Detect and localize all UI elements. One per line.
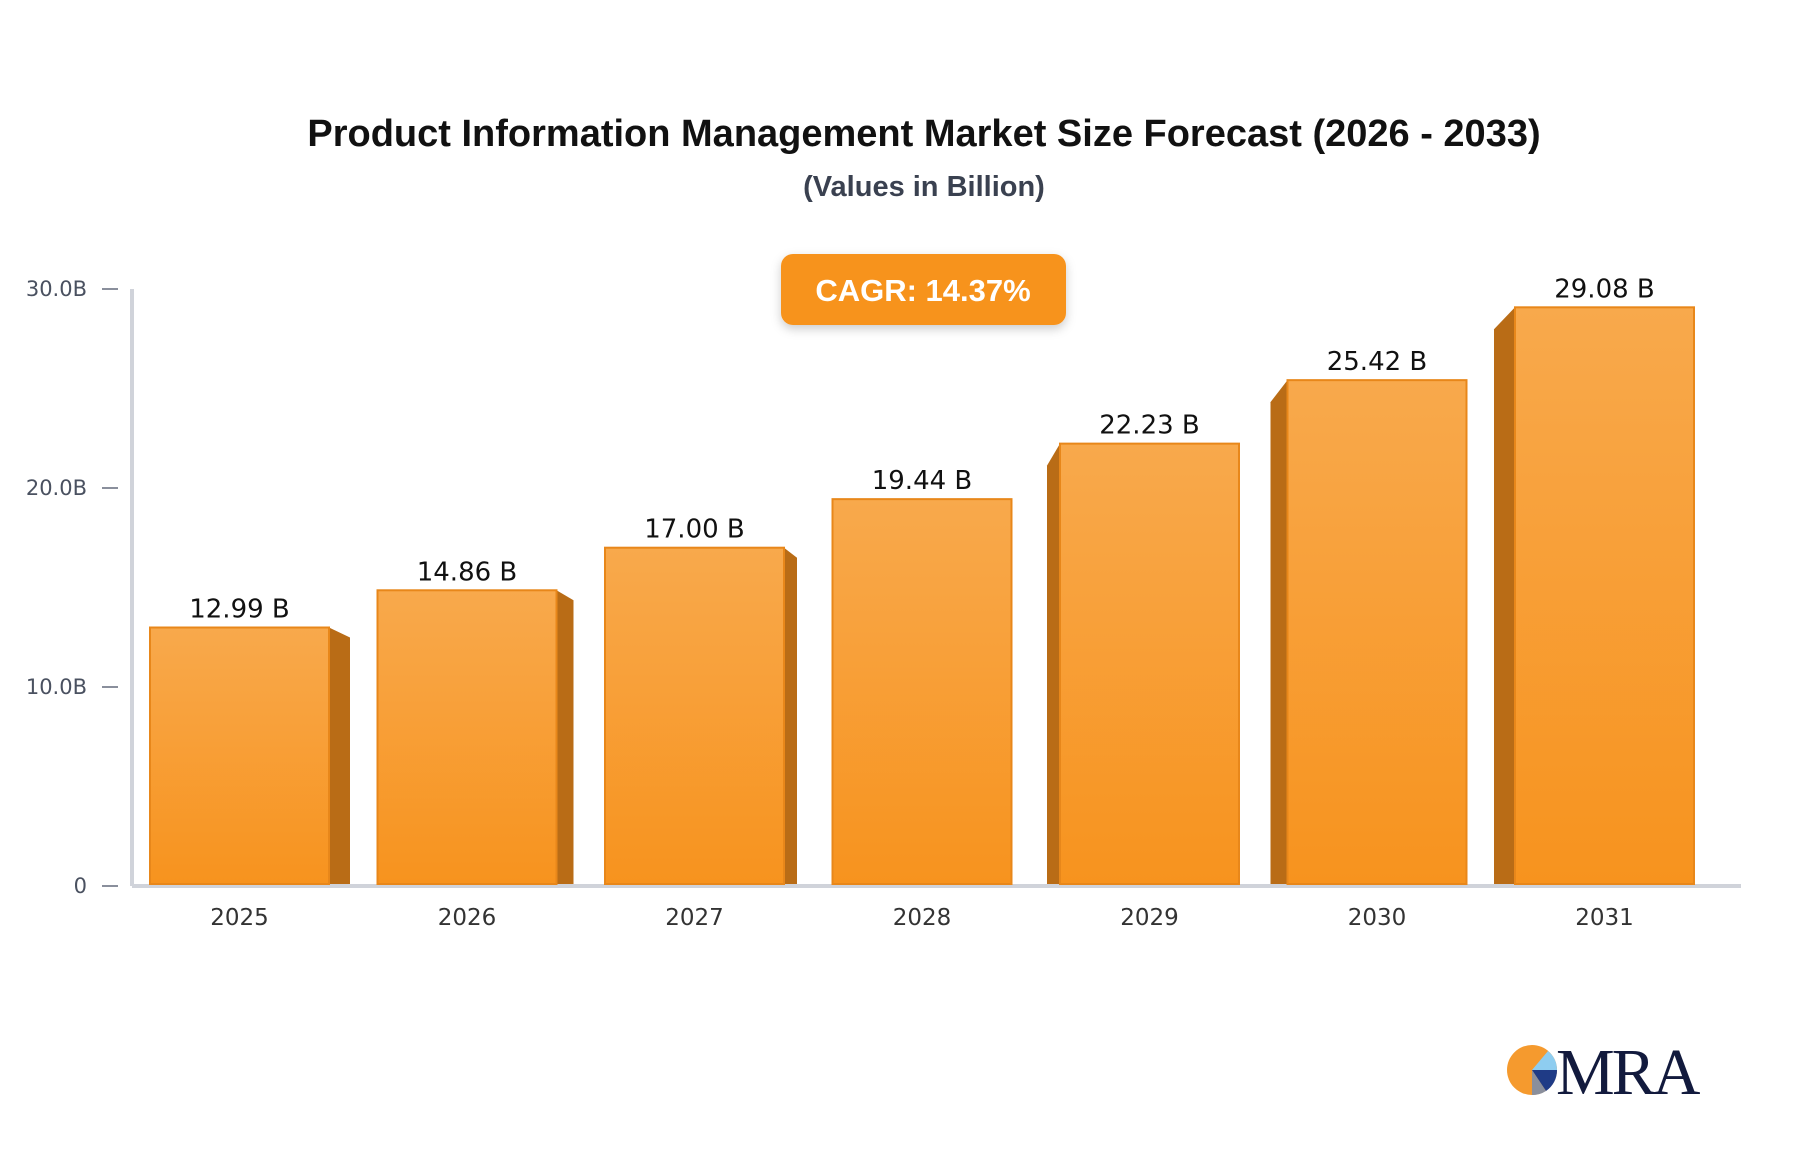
bar-side [556, 590, 574, 884]
bar-face [831, 498, 1013, 885]
cagr-text: CAGR: 14.37% [815, 273, 1030, 308]
bar-side [1270, 380, 1288, 884]
bar-side [1047, 443, 1060, 884]
bar-face [1286, 379, 1468, 885]
bar-side [329, 627, 350, 884]
bar-face [1059, 442, 1240, 885]
bar-2028: 19.44 B 2028 [831, 466, 1013, 931]
y-tick-label: 30.0B [26, 277, 87, 301]
bar-2030: 25.42 B 2030 [1270, 347, 1468, 931]
y-tick-label: 20.0B [26, 476, 87, 500]
data-label: 12.99 B [189, 594, 290, 624]
svg-text:MRA: MRA [1556, 1036, 1701, 1109]
bar-face [604, 546, 785, 885]
bar-side [1494, 307, 1515, 885]
y-tick-label: 10.0B [26, 675, 87, 699]
data-label: 22.23 B [1099, 411, 1200, 441]
bar-2029: 22.23 B 2029 [1047, 411, 1240, 931]
bar-2027: 17.00 B 2027 [604, 515, 797, 931]
bar-face [1514, 306, 1695, 886]
chart-subtitle: (Values in Billion) [803, 171, 1045, 203]
x-tick-label: 2029 [1120, 905, 1179, 931]
x-tick-label: 2027 [665, 905, 724, 931]
data-label: 25.42 B [1327, 347, 1428, 377]
mra-logo: MRA [1507, 1036, 1704, 1109]
y-tick-label: 0 [74, 874, 87, 898]
x-tick-label: 2028 [893, 905, 952, 931]
x-tick-label: 2031 [1575, 905, 1634, 931]
bar-2025: 12.99 B 2025 [149, 594, 350, 931]
bar-face [149, 626, 330, 886]
bar-2031: 29.08 B 2031 [1494, 274, 1695, 931]
data-label: 19.44 B [872, 466, 973, 496]
x-tick-label: 2025 [210, 905, 269, 931]
bar-side [784, 547, 797, 884]
data-label: 14.86 B [417, 557, 518, 587]
bar-2026: 14.86 B 2026 [376, 557, 574, 931]
cagr-badge: CAGR: 14.37% [781, 254, 1066, 325]
chart-title: Product Information Management Market Si… [307, 113, 1540, 155]
x-tick-label: 2026 [438, 905, 497, 931]
bar-face [376, 589, 558, 885]
x-tick-label: 2030 [1348, 905, 1407, 931]
data-label: 17.00 B [644, 515, 745, 545]
data-label: 29.08 B [1554, 274, 1655, 304]
